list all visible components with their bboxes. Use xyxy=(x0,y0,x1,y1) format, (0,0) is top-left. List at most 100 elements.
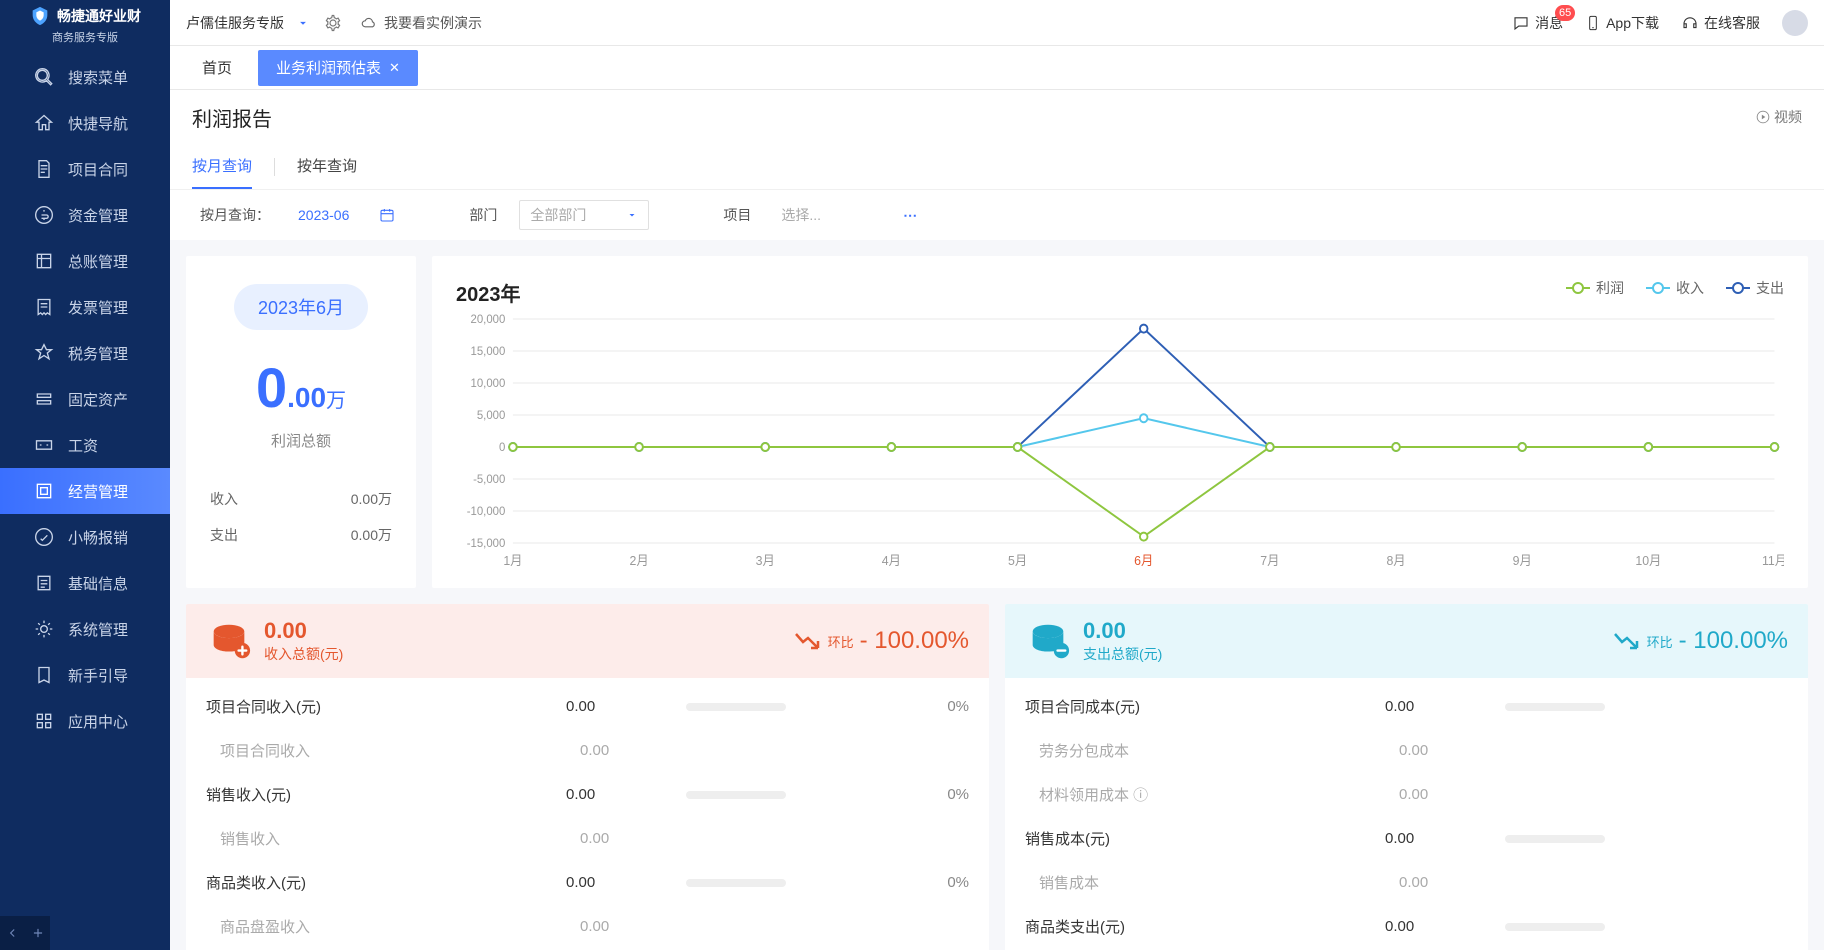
org-name: 卢儒佳服务专版 xyxy=(186,13,284,33)
page-title-bar: 利润报告 视频 xyxy=(170,90,1824,144)
legend-item: .mark[style*='#8ec63f']::after{border-co… xyxy=(1566,278,1624,298)
expense-icon xyxy=(1025,618,1071,664)
brand-sub: 商务服务专版 xyxy=(52,29,118,45)
logo: 畅捷通好业财 商务服务专版 xyxy=(0,0,170,50)
calendar-icon[interactable] xyxy=(379,207,395,223)
data-row: 商品类支出(元) 0.00 xyxy=(1025,904,1788,948)
cog-icon xyxy=(34,619,54,639)
tab-0[interactable]: 首页 xyxy=(184,50,250,86)
svg-text:5月: 5月 xyxy=(1008,554,1027,568)
app-download[interactable]: App下载 xyxy=(1585,13,1659,33)
guide-icon xyxy=(34,665,54,685)
org-select[interactable]: 卢儒佳服务专版 xyxy=(186,13,310,33)
data-row: 销售收入(元) 0.00 0% xyxy=(206,772,969,816)
doc-icon xyxy=(34,159,54,179)
svg-text:3月: 3月 xyxy=(756,554,775,568)
gear-icon[interactable] xyxy=(324,14,342,32)
sidebar-item-4[interactable]: 总账管理 xyxy=(0,238,170,284)
svg-text:1月: 1月 xyxy=(503,554,522,568)
sidebar-item-7[interactable]: 固定资产 xyxy=(0,376,170,422)
data-row: 项目合同收入(元) 0.00 0% xyxy=(206,684,969,728)
income-value: 0.00 xyxy=(264,618,343,644)
trend-down-icon xyxy=(794,630,822,652)
sidebar-item-3[interactable]: 资金管理 xyxy=(0,192,170,238)
sidebar-item-0[interactable]: 搜索菜单 xyxy=(0,54,170,100)
data-row: 销售成本(元) 0.00 xyxy=(1025,816,1788,860)
expense-card: 0.00 支出总额(元) 环比 - 100.00% 项目合同成本(元) 0.00… xyxy=(1005,604,1808,950)
svg-text:-10,000: -10,000 xyxy=(467,505,506,518)
svg-text:11月: 11月 xyxy=(1762,554,1784,568)
sidebar-item-12[interactable]: 系统管理 xyxy=(0,606,170,652)
data-row: 材料领用成本 ⓘ 0.00 xyxy=(1025,772,1788,816)
svg-text:10月: 10月 xyxy=(1635,554,1661,568)
proj-select[interactable]: 选择... xyxy=(781,205,821,225)
dept-select[interactable]: 全部部门 xyxy=(519,200,649,230)
income-icon xyxy=(206,618,252,664)
customer-service[interactable]: 在线客服 xyxy=(1681,13,1760,33)
chat-icon xyxy=(1512,14,1530,32)
demo-link[interactable]: 我要看实例演示 xyxy=(360,13,482,33)
svg-text:9月: 9月 xyxy=(1513,554,1532,568)
invoice-icon xyxy=(34,297,54,317)
page-title: 利润报告 xyxy=(192,103,272,132)
reimburse-icon xyxy=(34,527,54,547)
expense-label: 支出总额(元) xyxy=(1083,644,1162,664)
data-row: 销售收入 0.00 xyxy=(206,816,969,860)
sidebar-item-2[interactable]: 项目合同 xyxy=(0,146,170,192)
expense-value: 0.00 xyxy=(1083,618,1162,644)
svg-text:0: 0 xyxy=(499,441,506,454)
msg-button[interactable]: 消息 65 xyxy=(1512,13,1563,33)
ledger-icon xyxy=(34,251,54,271)
apps-icon xyxy=(34,711,54,731)
data-row: 劳务分包成本 0.00 xyxy=(1025,728,1788,772)
svg-text:10,000: 10,000 xyxy=(471,377,506,390)
sidebar-item-8[interactable]: 工资 xyxy=(0,422,170,468)
summary-row: 支出0.00万 xyxy=(206,517,396,553)
biz-icon xyxy=(34,481,54,501)
month-value[interactable]: 2023-06 xyxy=(298,207,349,223)
tax-icon xyxy=(34,343,54,363)
data-row: 销售成本 0.00 xyxy=(1025,860,1788,904)
chart-card: 2023年 .mark[style*='#8ec63f']::after{bor… xyxy=(432,256,1808,588)
trend-down-icon xyxy=(1613,630,1641,652)
legend-item: .mark[style*='#54c7ec']::after{border-co… xyxy=(1646,278,1704,298)
sidebar-item-5[interactable]: 发票管理 xyxy=(0,284,170,330)
more-filters[interactable]: ⋯ xyxy=(903,207,919,224)
close-icon[interactable]: ✕ xyxy=(389,60,400,76)
profit-amount: 0.00万 xyxy=(206,360,396,416)
topbar: 卢儒佳服务专版 我要看实例演示 消息 65 App下载 在线客服 xyxy=(170,0,1824,46)
income-hb: - 100.00% xyxy=(860,627,969,655)
sidebar-item-9[interactable]: 经营管理 xyxy=(0,468,170,514)
tabstrip: 首页业务利润预估表✕ xyxy=(170,46,1824,90)
svg-text:-5,000: -5,000 xyxy=(473,473,506,486)
income-label: 收入总额(元) xyxy=(264,644,343,664)
data-row: 商品类收入(元) 0.00 0% xyxy=(206,860,969,904)
month-label: 按月查询： xyxy=(200,205,270,225)
sidebar-item-10[interactable]: 小畅报销 xyxy=(0,514,170,560)
video-link[interactable]: 视频 xyxy=(1756,107,1802,127)
tab-1[interactable]: 业务利润预估表✕ xyxy=(258,50,418,86)
query-tab-1[interactable]: 按年查询 xyxy=(297,144,357,189)
query-tab-0[interactable]: 按月查询 xyxy=(192,144,252,189)
filters: 按月查询： 2023-06 部门 全部部门 项目 选择... ⋯ xyxy=(170,190,1824,240)
svg-text:4月: 4月 xyxy=(882,554,901,568)
data-row: 项目合同收入 0.00 xyxy=(206,728,969,772)
info-icon xyxy=(34,573,54,593)
sidebar-item-6[interactable]: 税务管理 xyxy=(0,330,170,376)
sidebar-item-14[interactable]: 应用中心 xyxy=(0,698,170,744)
asset-icon xyxy=(34,389,54,409)
sidebar-expand[interactable] xyxy=(0,916,50,950)
query-tabs: 按月查询按年查询 xyxy=(170,144,1824,190)
home-icon xyxy=(34,113,54,133)
dept-label: 部门 xyxy=(469,205,497,225)
cloud-icon xyxy=(360,14,378,32)
headset-icon xyxy=(1681,14,1699,32)
svg-text:20,000: 20,000 xyxy=(471,313,506,326)
chevron-down-icon xyxy=(296,16,310,30)
sidebar-item-11[interactable]: 基础信息 xyxy=(0,560,170,606)
sidebar-item-1[interactable]: 快捷导航 xyxy=(0,100,170,146)
sidebar-item-13[interactable]: 新手引导 xyxy=(0,652,170,698)
avatar[interactable] xyxy=(1782,10,1808,36)
svg-text:7月: 7月 xyxy=(1260,554,1279,568)
brand-name: 畅捷通好业财 xyxy=(57,6,141,26)
